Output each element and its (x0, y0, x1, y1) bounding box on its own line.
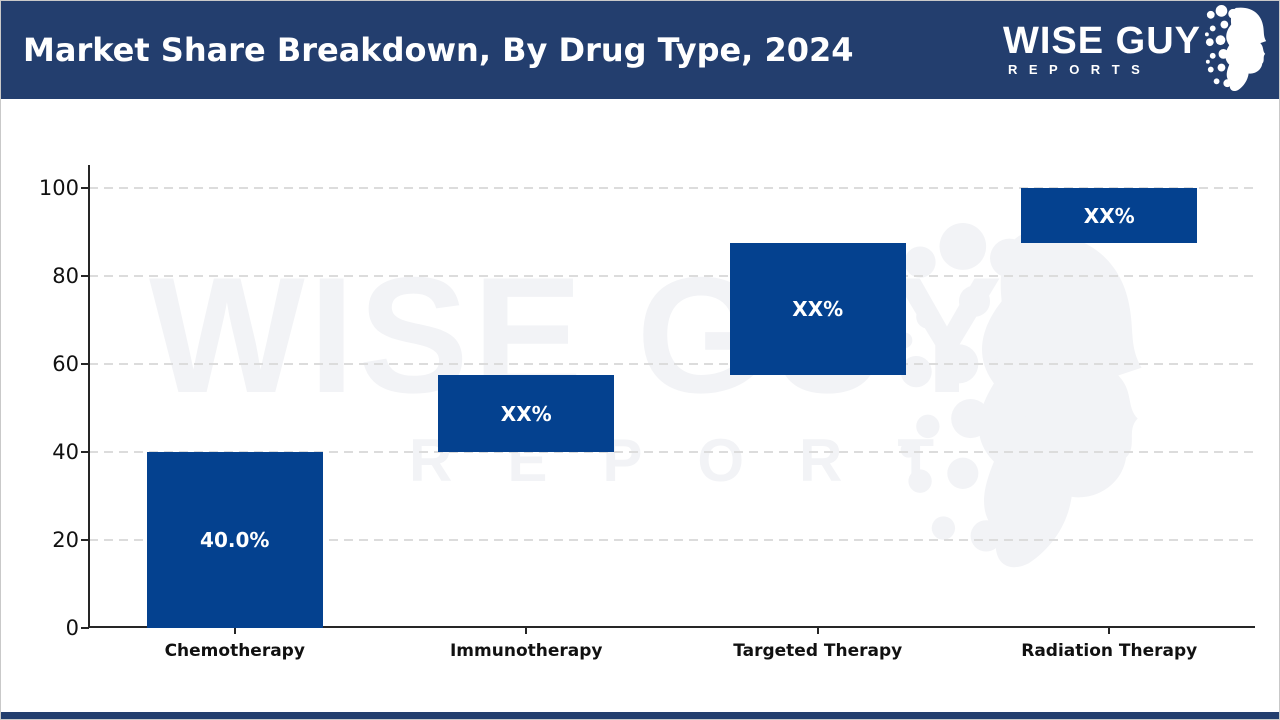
category-label: Immunotherapy (449, 641, 603, 661)
y-tick-mark (81, 627, 89, 629)
y-tick-mark (81, 451, 89, 453)
footer-bar (1, 712, 1279, 719)
y-tick-label: 60 (52, 352, 79, 376)
bar-value-label: XX% (500, 401, 552, 426)
y-tick-label: 20 (52, 528, 79, 552)
y-tick-mark (81, 539, 89, 541)
y-axis-line (88, 165, 90, 628)
y-tick-label: 40 (52, 440, 79, 464)
gridline (89, 539, 1255, 541)
watermark-head-icon (896, 223, 1142, 568)
category-label: Radiation Therapy (1021, 641, 1198, 661)
bar: XX% (1021, 188, 1198, 243)
x-tick-mark (1108, 628, 1111, 634)
bar: 40.0% (146, 452, 323, 628)
gridline (89, 451, 1255, 453)
gridline (89, 187, 1255, 189)
gridline (89, 275, 1255, 277)
x-tick-mark (233, 628, 236, 634)
bar-value-label: XX% (792, 297, 844, 321)
x-tick-mark (816, 628, 819, 634)
bar: XX% (438, 375, 615, 452)
y-tick-mark (81, 187, 89, 189)
logo-subtitle: REPORTS (1007, 62, 1152, 78)
header-bar: Market Share Breakdown, By Drug Type, 20… (1, 1, 1279, 99)
y-tick-mark (81, 275, 89, 277)
category-label: Chemotherapy (164, 641, 305, 661)
bar-value-label: XX% (1083, 203, 1135, 228)
y-tick-label: 100 (38, 176, 79, 200)
logo-text: WISE GUY REPORTS (1002, 19, 1201, 78)
y-tick-label: 80 (52, 264, 79, 288)
page-title: Market Share Breakdown, By Drug Type, 20… (23, 31, 854, 69)
bar-value-label: 40.0% (200, 528, 270, 552)
x-tick-mark (525, 628, 528, 634)
category-label: Targeted Therapy (733, 641, 903, 661)
y-tick-label: 0 (65, 616, 79, 640)
chart-plot: 0 20 40 60 80 100 40.0% Chemotherapy XX% Immunoth… (1, 99, 1279, 714)
y-tick-mark (81, 363, 89, 365)
bar: XX% (729, 243, 906, 375)
logo-wordmark: WISE GUY (1002, 19, 1201, 62)
gridline (89, 363, 1255, 365)
x-axis-line (88, 626, 1255, 628)
wiseguy-logo: WISE GUY REPORTS (1003, 5, 1271, 93)
head-dots-icon (1204, 5, 1267, 92)
